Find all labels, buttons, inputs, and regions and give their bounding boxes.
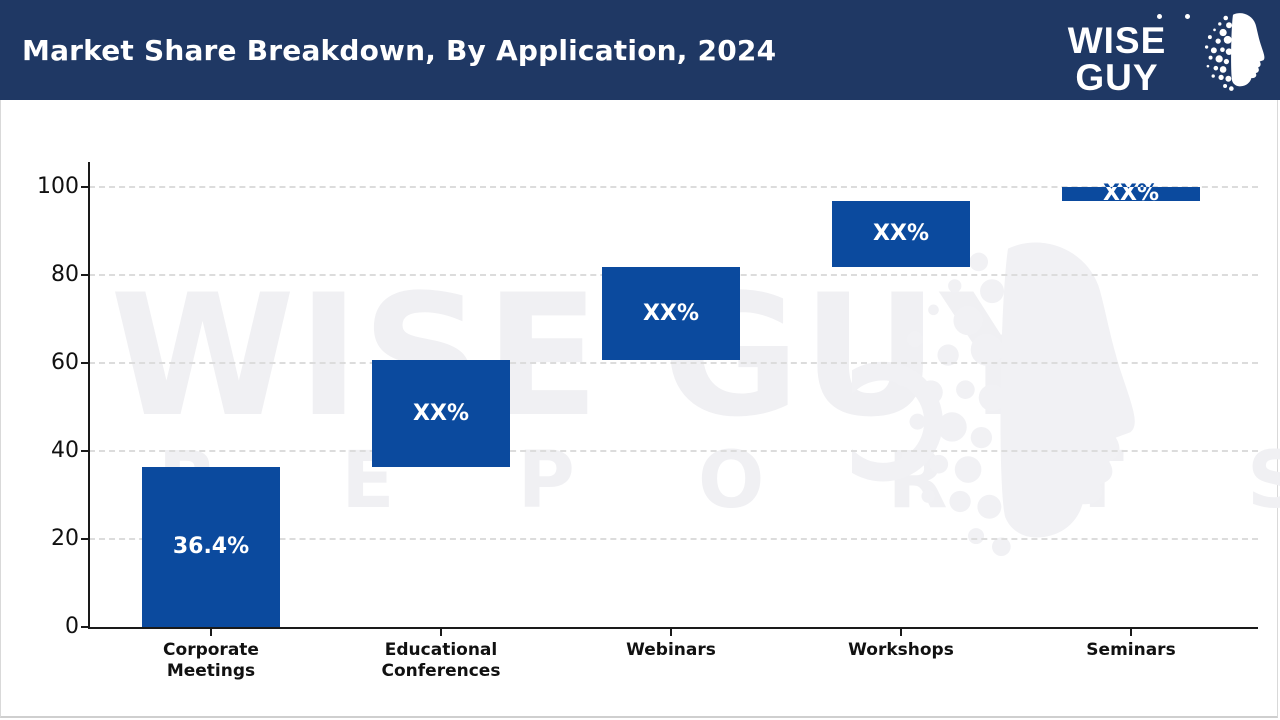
bar-value-label-educational-conferences: XX%: [413, 401, 469, 427]
y-axis-tick-label: 80: [51, 262, 79, 287]
y-axis-tick-mark: [81, 626, 89, 628]
bar-value-label-workshops: XX%: [873, 221, 929, 247]
y-axis-tick-label: 60: [51, 350, 79, 375]
y-axis-tick-mark: [81, 538, 89, 540]
y-axis-tick-mark: [81, 362, 89, 364]
x-axis-line: [88, 627, 1258, 629]
y-axis-tick-label: 20: [51, 526, 79, 551]
y-axis-tick-mark: [81, 450, 89, 452]
bar-value-label-seminars: XX%: [1103, 187, 1159, 201]
letter-dot-icon: [1157, 14, 1162, 19]
gridline-20: [89, 538, 1258, 540]
gridline-100: [89, 186, 1258, 188]
title-bar: Market Share Breakdown, By Application, …: [0, 0, 1280, 130]
category-label-workshops: Workshops: [848, 640, 954, 660]
category-label-corporate-meetings: Corporate Meetings: [163, 640, 259, 682]
bar-corporate-meetings: 36.4%: [142, 466, 280, 627]
x-axis-tick-mark: [1130, 629, 1132, 636]
letter-dot-icon: [1185, 14, 1190, 19]
gridline-60: [89, 362, 1258, 364]
bar-workshops: XX%: [832, 200, 970, 268]
logo-face-icon: [1204, 13, 1265, 91]
page-title: Market Share Breakdown, By Application, …: [22, 33, 777, 67]
bar-seminars: XX%: [1062, 187, 1200, 201]
bar-educational-conferences: XX%: [372, 360, 510, 467]
category-label-educational-conferences: Educational Conferences: [381, 640, 501, 682]
bar-value-label-corporate-meetings: 36.4%: [172, 534, 250, 560]
category-label-webinars: Webinars: [626, 640, 716, 660]
y-axis-tick-label: 100: [37, 174, 79, 199]
gridline-40: [89, 450, 1258, 452]
chart-canvas: WISE GUY R E P O R T S 0 20 40 60 80 100 36.4%…: [0, 100, 1280, 718]
x-axis-tick-mark: [440, 629, 442, 636]
brand-logo: WISE GUY R E P O R T S: [1036, 6, 1266, 130]
watermark-face-icon: [852, 242, 1135, 557]
bar-webinars: XX%: [602, 267, 740, 361]
x-axis-tick-mark: [210, 629, 212, 636]
bar-value-label-webinars: XX%: [643, 301, 699, 327]
brand-name: WISE GUY: [1067, 20, 1167, 98]
x-axis-tick-mark: [900, 629, 902, 636]
x-axis-tick-mark: [670, 629, 672, 636]
y-axis-tick-mark: [81, 274, 89, 276]
y-axis-line: [88, 162, 90, 629]
y-axis-tick-mark: [81, 186, 89, 188]
watermark-brand-text: WISE GUY: [110, 258, 1065, 454]
category-label-seminars: Seminars: [1086, 640, 1176, 660]
y-axis-tick-label: 0: [65, 614, 79, 639]
y-axis-tick-label: 40: [51, 438, 79, 463]
